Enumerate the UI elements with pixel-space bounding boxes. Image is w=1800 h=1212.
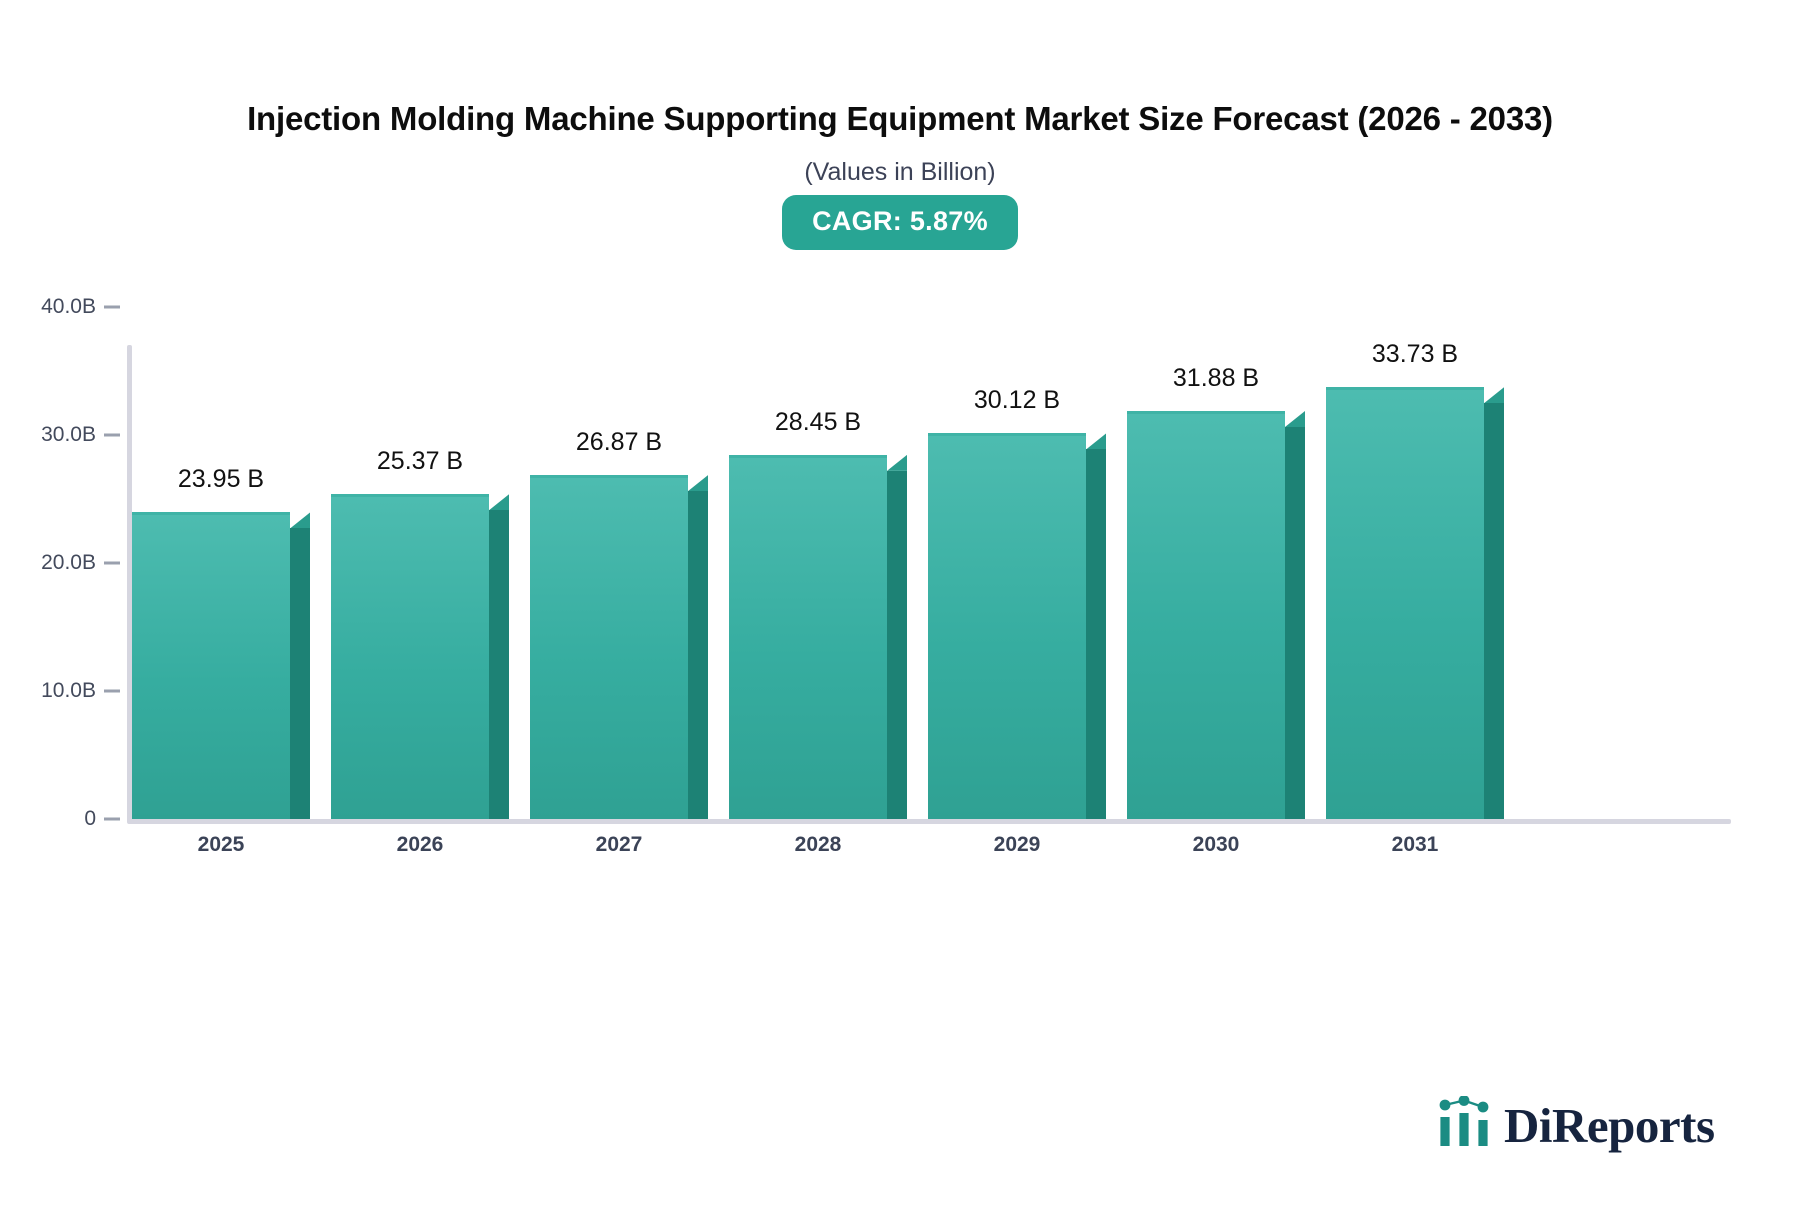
x-axis-category-label: 2026 [396,833,444,856]
bar-side-face [489,510,509,819]
y-axis-tick-label: 20.0B [41,551,96,574]
bar-front-face [928,433,1086,819]
y-axis-tick-mark [104,433,120,437]
y-axis-tick-mark [104,305,120,309]
cagr-badge-container: CAGR: 5.87% [130,194,1670,250]
bar-value-label: 26.87 B [575,428,663,457]
x-axis-category-label: 2031 [1391,833,1439,856]
bar-side-face [1285,426,1305,819]
bar-front-face [729,454,887,819]
direports-logo: DiReports [1438,1096,1715,1153]
chart-header: Injection Molding Machine Supporting Equ… [130,96,1670,250]
bar-top-bevel [489,494,509,511]
logo-text: DiReports [1504,1097,1715,1153]
bar-column[interactable] [1326,387,1504,819]
x-axis-category-label: 2028 [794,833,842,856]
bar-column[interactable] [530,475,708,819]
bar-front-face [132,512,290,819]
y-axis-tick-label: 10.0B [41,679,96,702]
x-axis-category-label: 2029 [993,833,1041,856]
bar-side-face [887,470,907,819]
bar-value-label: 28.45 B [774,407,862,436]
bar-column[interactable] [928,433,1106,819]
bar-value-label: 31.88 B [1172,363,1260,392]
x-axis-line [127,819,1731,824]
cagr-badge: CAGR: 5.87% [782,194,1018,250]
bar-column[interactable] [132,512,310,819]
y-axis-line [127,345,132,823]
bar-front-face [331,494,489,819]
chart-subtitle: (Values in Billion) [804,157,996,186]
y-axis-tick-label: 0 [84,807,96,830]
bar-side-face [1086,449,1106,819]
y-axis-tick-mark [104,689,120,693]
bar-value-label: 33.73 B [1371,340,1459,369]
bar-value-label: 30.12 B [973,386,1061,415]
bar-chart-icon [1439,1096,1489,1146]
y-axis-tick-label: 40.0B [41,295,96,318]
bar-front-face [1127,410,1285,819]
bar-top-bevel [688,475,708,492]
bar-top-bevel [1285,410,1305,427]
bar-column[interactable] [331,494,509,819]
bar-column[interactable] [729,454,907,819]
y-axis-tick-mark [104,817,120,821]
y-axis-tick-mark [104,561,120,565]
bar-front-face [530,475,688,819]
bar-side-face [290,528,310,819]
bar-side-face [688,491,708,819]
bar-column[interactable] [1127,410,1305,819]
bar-value-label: 23.95 B [177,465,265,494]
bar-side-face [1484,403,1504,819]
bar-top-bevel [887,454,907,471]
x-axis-category-label: 2025 [197,833,245,856]
bar-top-bevel [1484,387,1504,404]
bar-value-label: 25.37 B [376,447,464,476]
x-axis-category-label: 2027 [595,833,643,856]
page-title: Injection Molding Machine Supporting Equ… [247,100,1553,137]
bar-front-face [1326,387,1484,819]
bar-top-bevel [1086,433,1106,450]
bar-top-bevel [290,512,310,529]
y-axis-tick-label: 30.0B [41,423,96,446]
x-axis-category-label: 2030 [1192,833,1240,856]
